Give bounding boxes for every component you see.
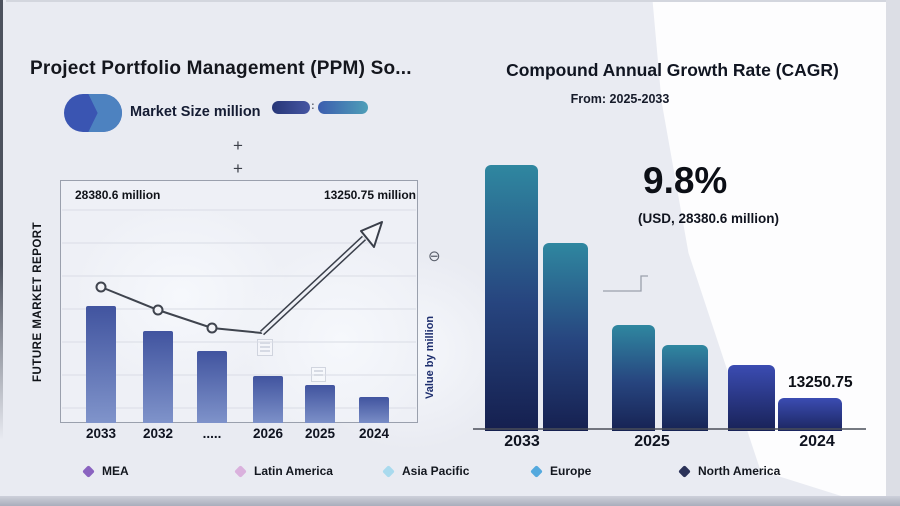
right-x-label: 2025 <box>634 433 670 450</box>
legend-label: Asia Pacific <box>402 464 470 478</box>
frame-top-edge <box>6 0 886 2</box>
bar <box>728 365 775 431</box>
left-chart-title: Project Portfolio Management (PPM) So... <box>30 58 412 79</box>
annotation-start-value: 28380.6 million <box>75 188 161 202</box>
x-axis-label: ..... <box>202 426 222 441</box>
x-axis-label: 2033 <box>85 426 117 441</box>
left-chart-svg <box>62 209 416 423</box>
cagr-title: Compound Annual Growth Rate (CAGR) <box>506 60 839 80</box>
market-size-label: Market Size million <box>130 104 261 120</box>
bar <box>143 331 173 423</box>
diamond-marker-icon <box>382 464 395 478</box>
market-size-icon <box>64 94 122 132</box>
bar <box>86 306 116 423</box>
plus-icon[interactable]: + <box>233 159 243 178</box>
right-chart-svg <box>473 165 866 431</box>
value-axis-label: Value by million <box>424 315 436 399</box>
x-axis-label: 2024 <box>358 426 390 441</box>
growth-arrow-shaft-inner <box>260 236 366 335</box>
legend-item-asia-pacific[interactable]: Asia Pacific <box>382 464 470 478</box>
frame-bottom-edge <box>0 496 900 506</box>
legend-item-europe[interactable]: Europe <box>530 464 592 478</box>
frame-left-edge <box>0 0 3 440</box>
plus-icon[interactable]: + <box>233 136 243 155</box>
diamond-marker-icon <box>82 464 95 478</box>
x-axis-label: 2025 <box>304 426 336 441</box>
cagr-usd-note: (USD, 28380.6 million) <box>638 211 780 226</box>
trend-marker <box>206 322 218 334</box>
bar <box>662 345 708 431</box>
bar <box>197 351 227 423</box>
legend-label: MEA <box>102 464 129 478</box>
cagr-value: 9.8% <box>643 160 728 201</box>
trend-line <box>100 286 263 334</box>
x-axis-label: 2026 <box>252 426 284 441</box>
future-market-report-label: FUTURE MARKET REPORT <box>32 221 44 383</box>
bar <box>485 165 538 431</box>
legend-item-latin-america[interactable]: Latin America <box>234 464 333 478</box>
frame-right-edge <box>886 0 900 496</box>
cagr-period: From: 2025-2033 <box>570 92 670 106</box>
bar-data-label: 13250.75 <box>788 374 853 391</box>
bar <box>778 398 842 431</box>
legend-item-north-america[interactable]: North America <box>678 464 781 478</box>
gradient-pill-icon <box>318 101 368 114</box>
bar <box>612 325 655 431</box>
trend-marker <box>152 304 164 316</box>
legend-label: Europe <box>550 464 592 478</box>
annotation-end-value: 13250.75 million <box>323 188 416 202</box>
step-line-decoration <box>603 275 648 292</box>
growth-arrow-head <box>360 221 383 248</box>
bar <box>305 385 335 423</box>
legend-label: North America <box>698 464 781 478</box>
x-axis-label: 2032 <box>142 426 174 441</box>
diamond-marker-icon <box>530 464 543 478</box>
circled-minus-icon[interactable]: ⊖ <box>428 248 441 265</box>
bar <box>359 397 389 423</box>
pill-separator: : <box>311 100 315 112</box>
diamond-marker-icon <box>678 464 691 478</box>
watermark-document-icon <box>257 339 273 356</box>
bar <box>253 376 283 423</box>
trend-marker <box>95 281 107 293</box>
bar <box>543 243 588 431</box>
legend-item-mea[interactable]: MEA <box>82 464 129 478</box>
diamond-marker-icon <box>234 464 247 478</box>
right-x-label: 2033 <box>504 433 540 450</box>
legend-label: Latin America <box>254 464 333 478</box>
gradient-pill-icon <box>272 101 310 114</box>
right-x-label: 2024 <box>799 433 835 450</box>
